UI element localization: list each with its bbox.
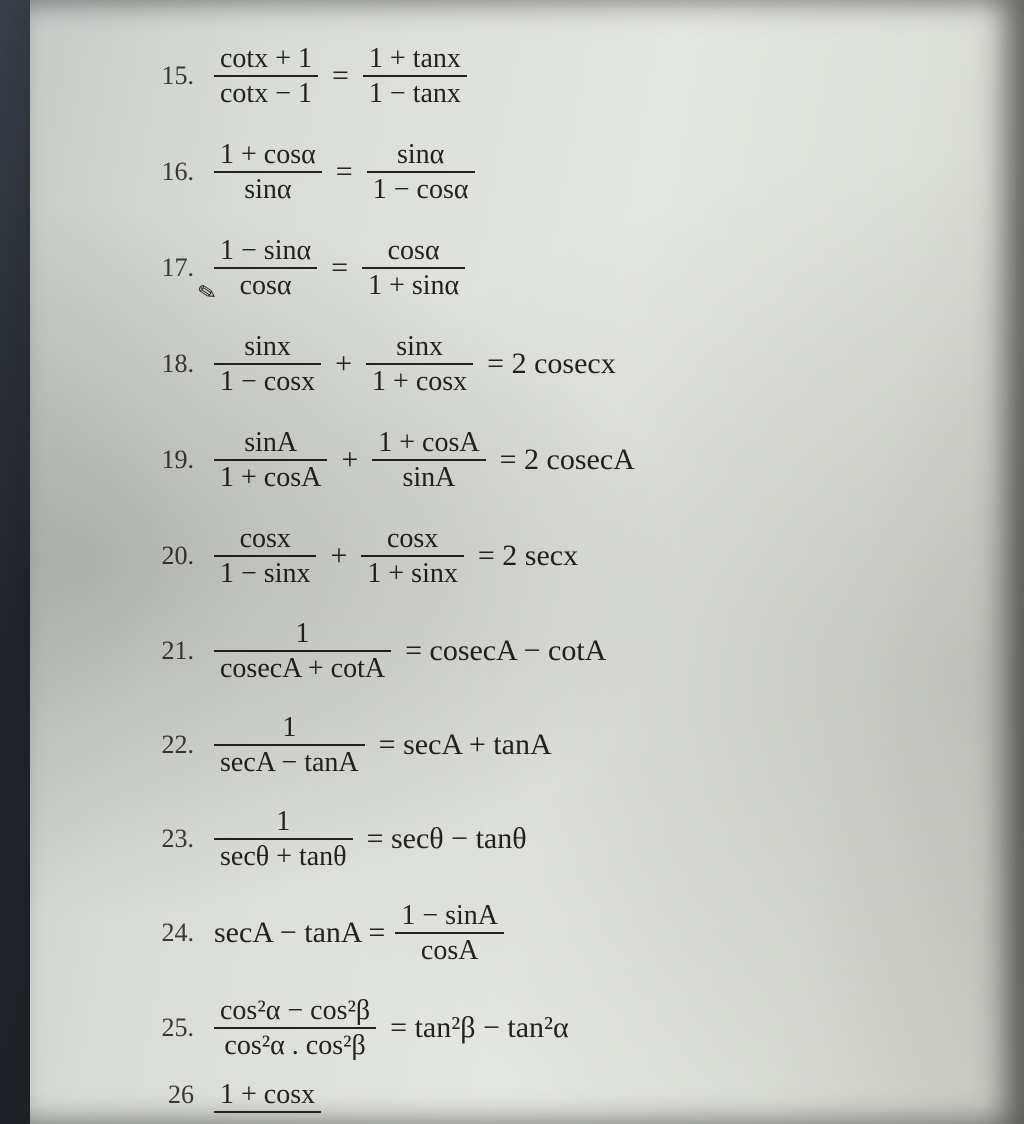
fraction-rhs: sinα 1 − cosα bbox=[367, 140, 475, 205]
problem-row: 19. sinA 1 + cosA + 1 + cosA sinA = 2 co… bbox=[150, 412, 984, 508]
problem-row: 20. cosx 1 − sinx + cosx 1 + sinx = 2 se… bbox=[150, 508, 984, 604]
problem-number: 19. bbox=[150, 445, 194, 475]
problem-expression: 1 − sinα cosα = cosα 1 + sinα bbox=[208, 236, 471, 301]
problem-row: 15. cotx + 1 cotx − 1 = 1 + tanx 1 − tan… bbox=[150, 28, 984, 124]
problem-row: 17. 1 − sinα cosα = cosα 1 + sinα ✎ bbox=[150, 220, 984, 316]
problem-number: 23. bbox=[150, 824, 194, 854]
fraction-term: sinx 1 + cosx bbox=[366, 332, 473, 397]
equals-sign: = bbox=[326, 59, 355, 93]
result-text: = secθ − tanθ bbox=[361, 822, 533, 856]
problem-number: 24. bbox=[150, 918, 194, 948]
fraction-term: 1 + cosA sinA bbox=[372, 428, 485, 493]
problem-expression: 1 secA − tanA = secA + tanA bbox=[208, 713, 558, 778]
result-text: = tan²β − tan²α bbox=[384, 1011, 575, 1045]
fraction-term: cosx 1 − sinx bbox=[214, 524, 316, 589]
fraction-rhs: 1 − sinA cosA bbox=[395, 901, 504, 966]
problem-expression: 1 secθ + tanθ = secθ − tanθ bbox=[208, 807, 533, 872]
plus-sign: + bbox=[329, 347, 358, 381]
problem-row: 23. 1 secθ + tanθ = secθ − tanθ bbox=[150, 792, 984, 886]
equals-sign: = bbox=[325, 251, 354, 285]
plus-sign: + bbox=[335, 443, 364, 477]
problem-number: 22. bbox=[150, 730, 194, 760]
plus-sign: + bbox=[324, 539, 353, 573]
problem-number: 26 bbox=[150, 1080, 194, 1110]
equals-sign: = bbox=[330, 155, 359, 189]
fraction-lhs: 1 + cosα sinα bbox=[214, 140, 322, 205]
result-text: = 2 secx bbox=[472, 539, 584, 573]
result-text: = 2 cosecA bbox=[494, 443, 641, 477]
fraction-lhs: 1 − sinα cosα bbox=[214, 236, 317, 301]
problem-number: 21. bbox=[150, 636, 194, 666]
problem-row: 16. 1 + cosα sinα = sinα 1 − cosα bbox=[150, 124, 984, 220]
problem-expression: cos²α − cos²β cos²α . cos²β = tan²β − ta… bbox=[208, 996, 575, 1061]
fraction-lhs: 1 secA − tanA bbox=[214, 713, 365, 778]
problem-expression: 1 + cosx bbox=[208, 1080, 327, 1116]
textbook-page: 15. cotx + 1 cotx − 1 = 1 + tanx 1 − tan… bbox=[30, 0, 1024, 1124]
problem-row: 21. 1 cosecA + cotA = cosecA − cotA bbox=[150, 604, 984, 698]
fraction-term: cosx 1 + sinx bbox=[361, 524, 463, 589]
problem-expression: cosx 1 − sinx + cosx 1 + sinx = 2 secx bbox=[208, 524, 584, 589]
problem-number: 20. bbox=[150, 541, 194, 571]
problem-expression: sinA 1 + cosA + 1 + cosA sinA = 2 cosecA bbox=[208, 428, 641, 493]
problem-row: 25. cos²α − cos²β cos²α . cos²β = tan²β … bbox=[150, 980, 984, 1076]
problem-row-cutoff: 26 1 + cosx bbox=[150, 1076, 984, 1116]
problem-expression: sinx 1 − cosx + sinx 1 + cosx = 2 cosecx bbox=[208, 332, 622, 397]
problem-number: 17. bbox=[150, 253, 194, 283]
result-text: = 2 cosecx bbox=[481, 347, 622, 381]
fraction-rhs: 1 + tanx 1 − tanx bbox=[363, 44, 467, 109]
problem-number: 16. bbox=[150, 157, 194, 187]
result-text: = secA + tanA bbox=[373, 728, 558, 762]
fraction-lhs: cos²α − cos²β cos²α . cos²β bbox=[214, 996, 376, 1061]
problem-number: 15. bbox=[150, 61, 194, 91]
result-text: = cosecA − cotA bbox=[399, 634, 612, 668]
problem-expression: cotx + 1 cotx − 1 = 1 + tanx 1 − tanx bbox=[208, 44, 473, 109]
fraction-lhs: 1 cosecA + cotA bbox=[214, 619, 391, 684]
fraction-cutoff: 1 + cosx bbox=[214, 1080, 321, 1116]
problem-row: 22. 1 secA − tanA = secA + tanA bbox=[150, 698, 984, 792]
fraction-rhs: cosα 1 + sinα bbox=[362, 236, 465, 301]
fraction-term: sinA 1 + cosA bbox=[214, 428, 327, 493]
lhs-text: secA − tanA = bbox=[208, 916, 387, 950]
problem-expression: 1 cosecA + cotA = cosecA − cotA bbox=[208, 619, 612, 684]
fraction-lhs: cotx + 1 cotx − 1 bbox=[214, 44, 318, 109]
problem-row: 18. sinx 1 − cosx + sinx 1 + cosx = 2 co… bbox=[150, 316, 984, 412]
problem-expression: 1 + cosα sinα = sinα 1 − cosα bbox=[208, 140, 481, 205]
fraction-term: sinx 1 − cosx bbox=[214, 332, 321, 397]
problem-expression: secA − tanA = 1 − sinA cosA bbox=[208, 901, 510, 966]
problem-number: 18. bbox=[150, 349, 194, 379]
fraction-lhs: 1 secθ + tanθ bbox=[214, 807, 353, 872]
problem-row: 24. secA − tanA = 1 − sinA cosA bbox=[150, 886, 984, 980]
problem-number: 25. bbox=[150, 1013, 194, 1043]
